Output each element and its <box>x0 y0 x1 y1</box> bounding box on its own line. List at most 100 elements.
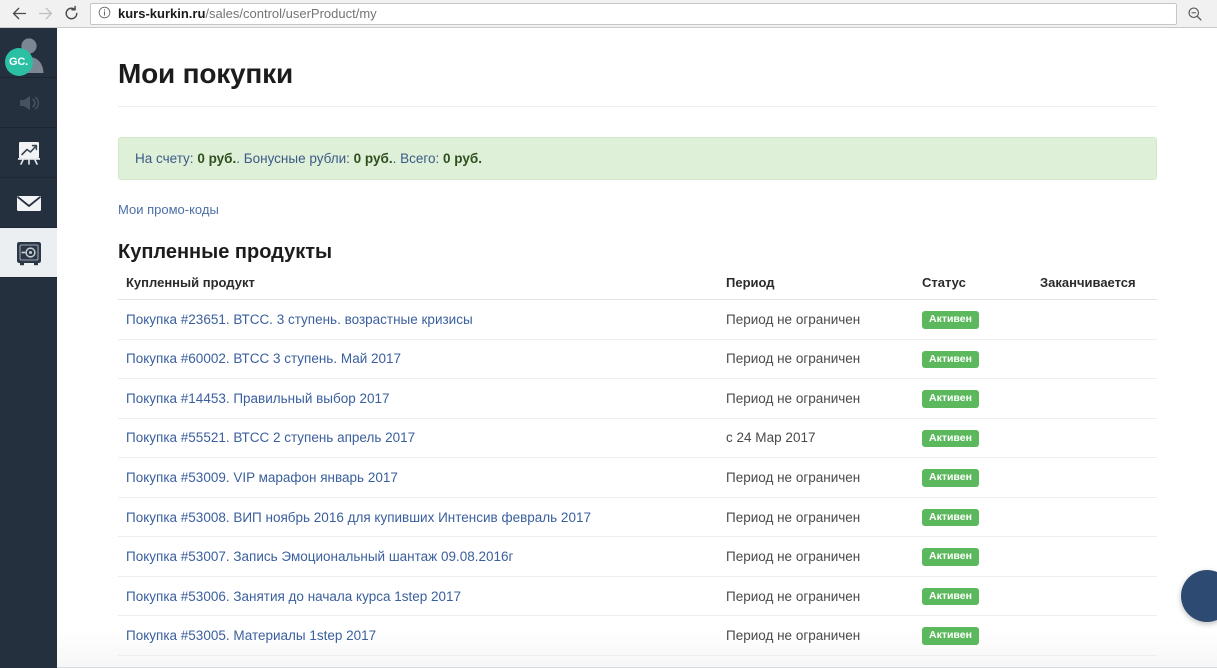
balance-bonus-value: 0 руб. <box>353 151 393 166</box>
cell-period: с 24 Мар 2017 <box>718 418 914 459</box>
product-link[interactable]: Покупка #23651. ВТСС. 3 ступень. возраст… <box>126 311 473 327</box>
cell-period: Период не ограничен <box>718 497 914 538</box>
chat-bubble[interactable] <box>1181 570 1217 622</box>
cell-product: Покупка #55521. ВТСС 2 ступень апрель 20… <box>118 418 718 459</box>
zoom-out-button[interactable] <box>1179 3 1211 25</box>
safe-vault-icon <box>16 241 41 265</box>
balance-total-label: . Всего: <box>392 151 440 166</box>
sidebar-item-avatar[interactable]: GC. <box>0 28 57 78</box>
balance-account-label: На счету: <box>135 151 194 166</box>
cell-period: Период не ограничен <box>718 378 914 419</box>
cell-product: Покупка #60002. ВТСС 3 ступень. Май 2017 <box>118 339 718 380</box>
product-link[interactable]: Покупка #60002. ВТСС 3 ступень. Май 2017 <box>126 351 402 367</box>
product-link[interactable]: Покупка #53006. Занятия до начала курса … <box>126 588 462 604</box>
status-badge: Активен <box>922 548 979 566</box>
reload-button[interactable] <box>58 3 84 25</box>
product-link[interactable]: Покупка #53009. VIP марафон январь 2017 <box>126 469 398 485</box>
megaphone-icon <box>19 95 39 110</box>
status-badge: Активен <box>922 627 979 645</box>
purchases-table: Купленный продукт Период Статус Заканчив… <box>118 275 1157 668</box>
sidebar-item-messages[interactable] <box>0 178 57 228</box>
main-content: Мои покупки На счету: 0 руб.. Бонусные р… <box>57 28 1217 668</box>
address-bar[interactable]: kurs-kurkin.ru/sales/control/userProduct… <box>90 2 1177 25</box>
table-row: Покупка #53009. VIP марафон январь 2017 П… <box>118 457 1157 498</box>
section-title-purchased-products: Купленные продукты <box>118 241 333 263</box>
cell-status: Активен <box>914 299 1032 340</box>
title-divider <box>118 106 1157 107</box>
status-badge: Активен <box>922 469 979 487</box>
table-row: Покупка #53004. ВТСС 1 ступень февраль 2… <box>118 655 1157 668</box>
product-link[interactable]: Покупка #55521. ВТСС 2 ступень апрель 20… <box>126 430 416 446</box>
envelope-icon <box>16 195 41 211</box>
cell-period: Период не ограничен <box>718 339 914 380</box>
cell-ends <box>1032 299 1157 340</box>
forward-button[interactable] <box>32 3 58 25</box>
url-host: kurs-kurkin.ru <box>118 6 206 21</box>
browser-toolbar: kurs-kurkin.ru/sales/control/userProduct… <box>0 0 1217 28</box>
avatar[interactable]: GC. <box>4 33 49 76</box>
cell-status: Активен <box>914 576 1032 617</box>
status-badge: Активен <box>922 311 979 329</box>
cell-product: Покупка #14453. Правильный выбор 2017 <box>118 378 718 419</box>
column-header-status: Статус <box>914 275 1032 300</box>
info-circle-icon[interactable] <box>98 6 111 22</box>
balance-account-value: 0 руб. <box>197 151 237 166</box>
balance-alert: На счету: 0 руб.. Бонусные рубли: 0 руб.… <box>118 137 1157 180</box>
sidebar-item-statistics[interactable] <box>0 128 57 178</box>
flipchart-trend-icon <box>17 141 40 165</box>
page-title: Мои покупки <box>118 58 293 89</box>
cell-status: Активен <box>914 418 1032 459</box>
table-row: Покупка #14453. Правильный выбор 2017 Пер… <box>118 378 1157 419</box>
table-header-row: Купленный продукт Период Статус Заканчив… <box>118 275 1157 300</box>
column-header-period: Период <box>718 275 914 300</box>
cell-ends <box>1032 576 1157 617</box>
cell-period: Период не ограничен <box>718 536 914 577</box>
url-text: kurs-kurkin.ru/sales/control/userProduct… <box>118 6 377 21</box>
product-link[interactable]: Покупка #53008. ВИП ноябрь 2016 для купи… <box>126 509 591 525</box>
cell-status: Активен <box>914 378 1032 419</box>
cell-status: Активен <box>914 615 1032 656</box>
column-header-product: Купленный продукт <box>118 275 718 300</box>
page-viewport: GC. <box>0 28 1217 668</box>
table-row: Покупка #55521. ВТСС 2 ступень апрель 20… <box>118 418 1157 459</box>
cell-period: Период не ограничен <box>718 299 914 340</box>
cell-period: Период не ограничен <box>718 576 914 617</box>
product-link[interactable]: Покупка #53005. Материалы 1step 2017 <box>126 628 377 644</box>
sidebar-rail: GC. <box>0 28 57 668</box>
cell-product: Покупка #53007. Запись Эмоциональный шан… <box>118 536 718 577</box>
cell-product: Покупка #53008. ВИП ноябрь 2016 для купи… <box>118 497 718 538</box>
table-row: Покупка #53008. ВИП ноябрь 2016 для купи… <box>118 497 1157 538</box>
status-badge: Активен <box>922 508 979 527</box>
url-path: /sales/control/userProduct/my <box>205 6 377 21</box>
cell-product: Покупка #53005. Материалы 1step 2017 <box>118 615 718 656</box>
status-badge: Активен <box>922 429 979 448</box>
sidebar-item-announcements[interactable] <box>0 78 57 128</box>
cell-status: Активен <box>914 339 1032 380</box>
cell-ends <box>1032 536 1157 577</box>
table-row: Покупка #23651. ВТСС. 3 ступень. возраст… <box>118 299 1157 340</box>
table-row: Покупка #60002. ВТСС 3 ступень. Май 2017… <box>118 339 1157 380</box>
cell-ends <box>1032 457 1157 498</box>
cell-ends <box>1032 418 1157 459</box>
cell-period: Период не ограничен <box>718 457 914 498</box>
back-button[interactable] <box>6 3 32 25</box>
balance-total-value: 0 руб. <box>443 151 482 166</box>
product-link[interactable]: Покупка #53007. Запись Эмоциональный шан… <box>126 549 514 565</box>
cell-ends <box>1032 339 1157 380</box>
table-row: Покупка #53007. Запись Эмоциональный шан… <box>118 536 1157 577</box>
cell-product: Покупка #23651. ВТСС. 3 ступень. возраст… <box>118 299 718 340</box>
cell-ends <box>1032 378 1157 419</box>
cell-ends <box>1032 615 1157 656</box>
my-promo-codes-link[interactable]: Мои промо-коды <box>118 202 219 217</box>
cell-ends <box>1032 655 1157 668</box>
status-badge: Активен <box>922 587 979 606</box>
column-header-ends: Заканчивается <box>1032 275 1157 300</box>
cell-status: Активен <box>914 536 1032 577</box>
table-row: Покупка #53006. Занятия до начала курса … <box>118 576 1157 617</box>
product-link[interactable]: Покупка #14453. Правильный выбор 2017 <box>126 390 390 406</box>
sidebar-item-safe[interactable] <box>0 228 57 278</box>
avatar-initials-badge: GC. <box>4 47 33 76</box>
balance-bonus-label: . Бонусные рубли: <box>236 151 350 166</box>
cell-ends <box>1032 497 1157 538</box>
cell-period: Период не ограничен <box>718 615 914 656</box>
